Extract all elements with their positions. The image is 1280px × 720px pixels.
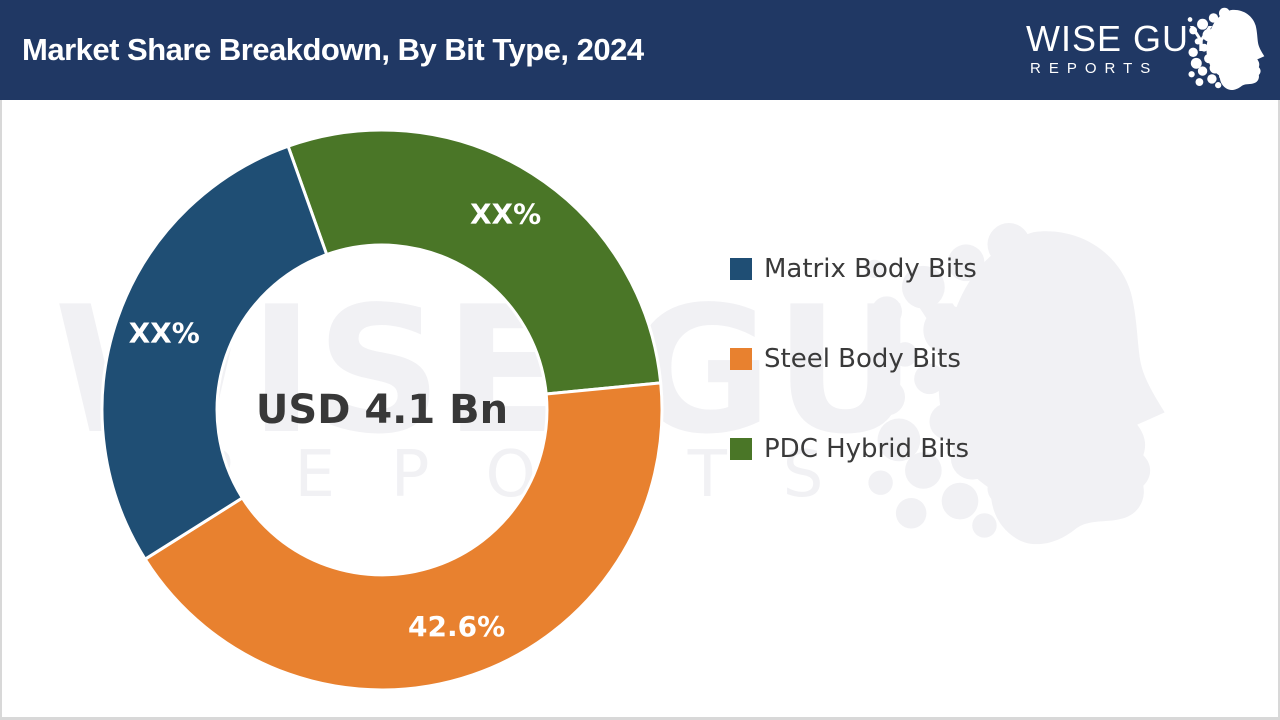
donut-center-total: USD 4.1 Bn (255, 387, 509, 433)
legend-label: Steel Body Bits (764, 344, 961, 374)
donut-chart: XX% 42.6% XX% (100, 128, 664, 692)
logo-head-icon (1186, 7, 1266, 93)
donut-segment-pdc-hybrid-bits (286, 128, 663, 396)
wise-guy-reports-logo: WISE GUY REPORTS (1010, 6, 1266, 94)
logo-wordmark: WISE GUY (1026, 18, 1215, 59)
segment-value-label: XX% (470, 197, 541, 230)
chart-area: WISE GUY REPORTS XX%42.6%XX% USD 4.1 Bn … (0, 100, 1280, 717)
logo-text: WISE GUY REPORTS (1026, 18, 1215, 78)
legend-label: PDC Hybrid Bits (764, 434, 970, 464)
segment-value-label: XX% (129, 317, 200, 350)
legend-swatch-steel (730, 348, 752, 370)
legend-swatch-matrix (730, 258, 752, 280)
donut-segment-matrix-body-bits (100, 144, 329, 561)
donut-segment-steel-body-bits (143, 381, 664, 692)
legend-item-pdc-hybrid-bits: PDC Hybrid Bits (730, 428, 977, 470)
legend-item-matrix-body-bits: Matrix Body Bits (730, 248, 977, 290)
page-title: Market Share Breakdown, By Bit Type, 202… (22, 32, 644, 67)
logo-subtitle: REPORTS (1030, 60, 1159, 77)
header-bar: Market Share Breakdown, By Bit Type, 202… (0, 0, 1280, 100)
legend-label: Matrix Body Bits (764, 254, 977, 284)
legend-swatch-pdc (730, 438, 752, 460)
legend-item-steel-body-bits: Steel Body Bits (730, 338, 977, 380)
watermark-reports: REPORTS (194, 438, 879, 512)
chart-legend: Matrix Body Bits Steel Body Bits PDC Hyb… (730, 248, 977, 518)
segment-value-label: 42.6% (408, 610, 505, 643)
